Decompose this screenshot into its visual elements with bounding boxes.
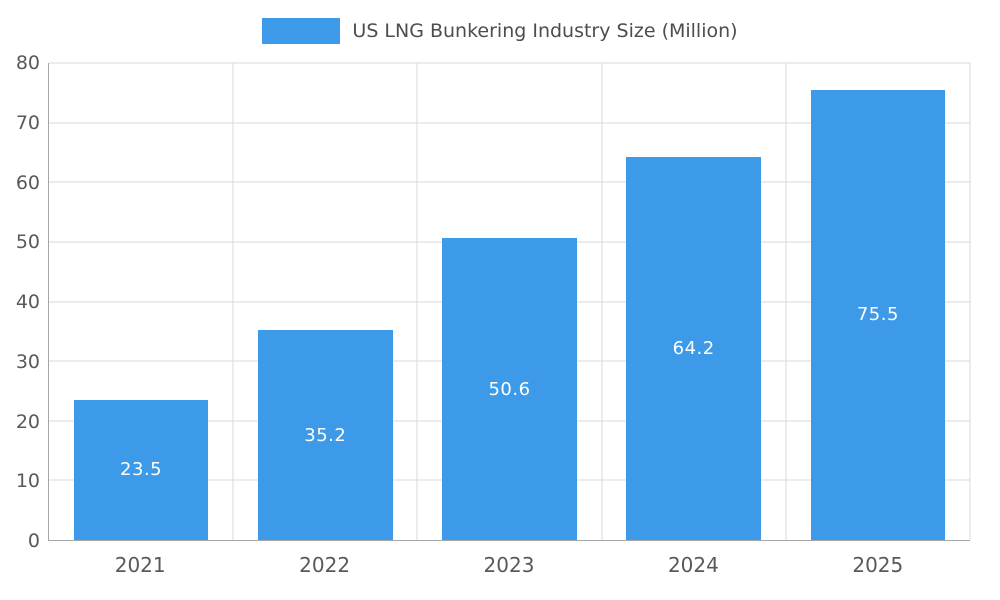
bar: 35.2 (258, 330, 393, 540)
gridline-vertical (969, 63, 971, 540)
y-axis: 0 10 20 30 40 50 60 70 80 (0, 52, 40, 552)
y-tick-label: 10 (15, 470, 40, 493)
chart-title: US LNG Bunkering Industry Size (Million) (352, 20, 738, 42)
bar: 64.2 (626, 157, 761, 540)
bar-value-label: 50.6 (488, 378, 531, 400)
plot-area: 23.5 35.2 50.6 64.2 75.5 (48, 62, 971, 541)
x-axis: 2021 2022 2023 2024 2025 (48, 553, 970, 583)
legend-swatch (262, 18, 341, 44)
bar-value-label: 23.5 (120, 459, 163, 481)
gridline-vertical (232, 63, 234, 540)
y-tick-label: 0 (27, 530, 40, 552)
x-tick-label: 2025 (852, 553, 904, 577)
y-tick-label: 60 (15, 171, 40, 194)
y-tick-label: 40 (15, 291, 40, 313)
gridline-vertical (785, 63, 787, 540)
gridline-vertical (601, 63, 603, 540)
bar-value-label: 75.5 (856, 304, 899, 326)
legend: US LNG Bunkering Industry Size (Million) (0, 16, 1000, 46)
y-tick-label: 30 (15, 350, 40, 373)
y-tick-label: 80 (15, 52, 40, 74)
bar: 50.6 (442, 238, 577, 540)
gridline-horizontal (49, 181, 970, 183)
gridline-horizontal (49, 62, 970, 64)
bar: 75.5 (810, 89, 946, 540)
gridline-horizontal (49, 122, 970, 124)
bar: 23.5 (73, 399, 209, 540)
x-tick-label: 2021 (114, 553, 166, 577)
x-tick-label: 2023 (483, 553, 535, 577)
y-tick-label: 20 (15, 410, 40, 433)
x-tick-label: 2022 (299, 553, 351, 577)
gridline-vertical (416, 63, 418, 540)
x-tick-label: 2024 (667, 553, 719, 577)
y-tick-label: 70 (15, 111, 40, 134)
bar-value-label: 64.2 (672, 338, 715, 360)
y-tick-label: 50 (15, 231, 40, 254)
bar-value-label: 35.2 (304, 424, 347, 446)
